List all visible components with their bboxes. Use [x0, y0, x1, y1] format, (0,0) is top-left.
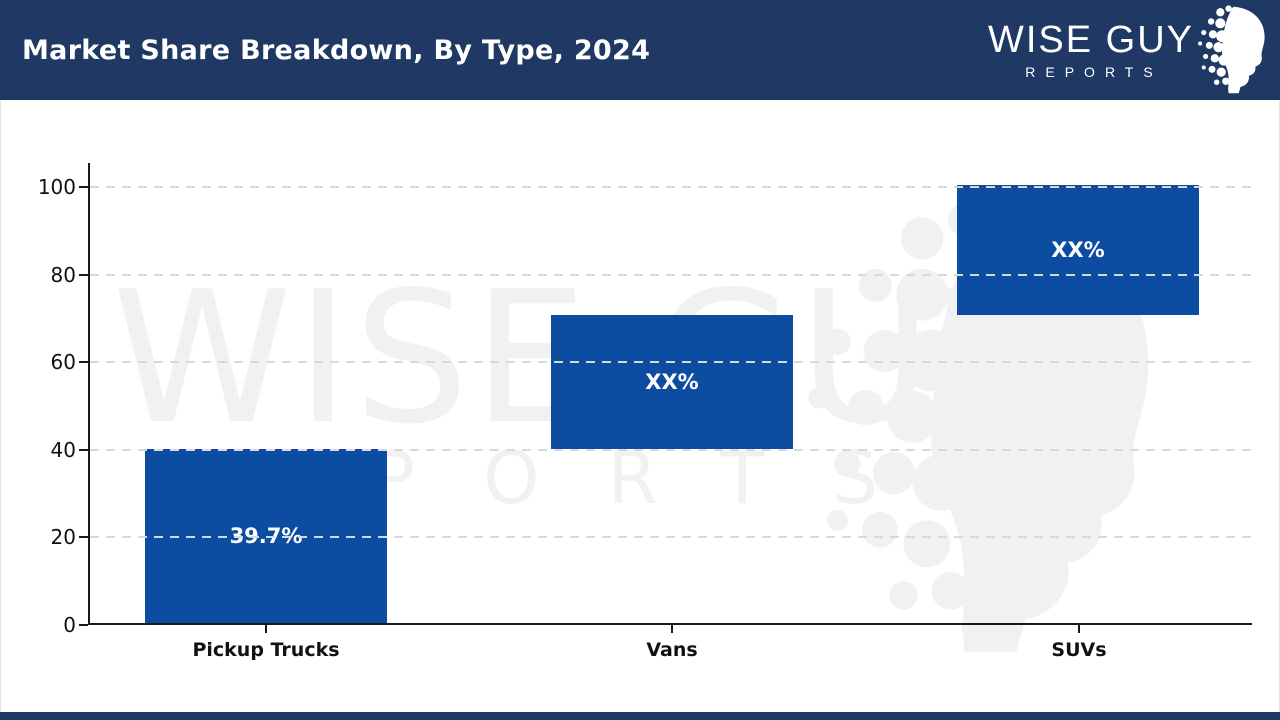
y-tick-label: 60 [50, 350, 76, 375]
y-tick-label: 40 [50, 437, 76, 462]
bar-vans: XX% [551, 315, 793, 450]
bar-suvs: XX% [957, 185, 1199, 316]
x-tick-mark-vans [671, 625, 673, 633]
y-tick-label: 80 [50, 262, 76, 287]
y-tick-mark-40 [79, 448, 88, 451]
gridline-100 [90, 186, 1252, 188]
y-tick-mark-100 [79, 186, 88, 188]
x-tick-mark-suvs [1078, 625, 1080, 633]
y-tick-mark-20 [79, 536, 88, 539]
brand-subtitle: REPORTS [1025, 63, 1163, 80]
brand-logo-text: WISE GUY REPORTS [987, 19, 1194, 80]
x-tick-mark-pickup-trucks [265, 625, 267, 633]
footer-bar [0, 712, 1280, 720]
bar-value-label: XX% [1051, 238, 1105, 263]
bar-value-label: 39.7% [229, 524, 303, 549]
x-tick-label-vans: Vans [646, 639, 698, 661]
x-tick-label-pickup-trucks: Pickup Trucks [192, 639, 340, 661]
dotted-head-logo-icon [1198, 5, 1265, 94]
brand-name: WISE GUY [987, 19, 1194, 62]
y-tick-label: 0 [63, 613, 76, 637]
plot-area: 0 20 40 60 80 100 39.7% Pickup Trucks XX% Vans XX%… [38, 163, 1252, 661]
header-bar: Market Share Breakdown, By Type, 2024 WI… [0, 0, 1280, 100]
y-tick-mark-0 [79, 624, 88, 626]
gridline-80 [90, 273, 1252, 276]
chart-title: Market Share Breakdown, By Type, 2024 [22, 34, 651, 66]
bar-value-label: XX% [645, 370, 699, 395]
y-tick-label: 20 [50, 525, 76, 550]
y-tick-mark-60 [79, 361, 88, 364]
brand-logo: WISE GUY REPORTS [988, 4, 1270, 96]
x-tick-label-suvs: SUVs [1051, 639, 1107, 661]
gridline-20 [90, 536, 1252, 539]
gridline-40 [90, 448, 1252, 451]
gridline-60 [90, 361, 1252, 364]
bar-pickup-trucks: 39.7% [145, 449, 387, 623]
y-tick-label: 100 [37, 175, 76, 199]
y-tick-mark-80 [79, 273, 88, 276]
